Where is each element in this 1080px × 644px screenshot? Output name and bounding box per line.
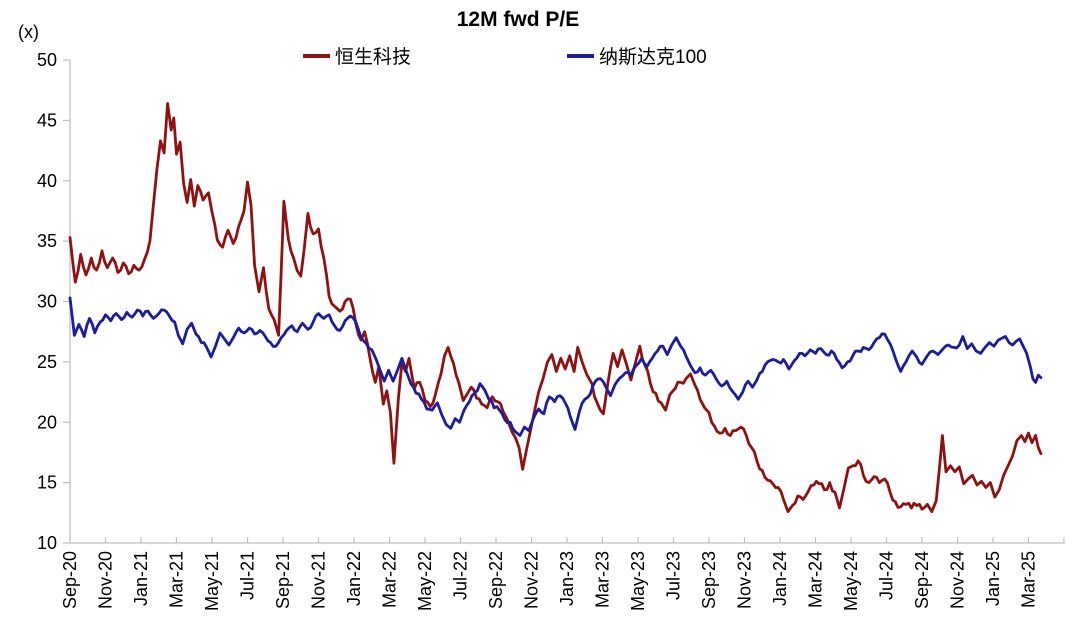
- legend-item-hstech: 恒生科技: [303, 42, 411, 69]
- y-tick-label: 40: [37, 171, 57, 191]
- chart-title: 12M fwd P/E: [456, 8, 580, 31]
- y-tick-label: 45: [37, 110, 57, 130]
- x-tick-label: Mar-21: [167, 551, 187, 608]
- y-tick-label: 35: [37, 231, 57, 251]
- legend-swatch-nasdaq100: [567, 53, 594, 58]
- x-tick-label: Jul-22: [451, 551, 471, 600]
- x-tick-label: Jan-25: [983, 551, 1003, 606]
- x-tick-label: Sep-24: [912, 551, 932, 609]
- x-tick-label: Nov-20: [96, 551, 116, 609]
- x-tick-label: Mar-24: [806, 551, 826, 608]
- x-tick-label: Sep-22: [486, 551, 506, 609]
- x-tick-label: Jul-21: [238, 551, 258, 600]
- x-tick-label: May-21: [202, 551, 222, 611]
- x-tick-label: Mar-22: [380, 551, 400, 608]
- x-tick-label: Sep-21: [273, 551, 293, 609]
- series-line-nasdaq100: [68, 296, 1043, 437]
- series-line-hstech: [68, 102, 1043, 513]
- y-tick-label: 10: [37, 533, 57, 553]
- y-tick-label: 25: [37, 352, 57, 372]
- x-tick-label: Mar-23: [593, 551, 613, 608]
- legend-swatch-hstech: [303, 53, 330, 58]
- y-tick-label: 15: [37, 473, 57, 493]
- x-tick-label: Mar-25: [1019, 551, 1039, 608]
- x-tick-label: Jan-23: [557, 551, 577, 606]
- x-tick-label: May-23: [628, 551, 648, 611]
- legend-item-nasdaq100: 纳斯达克100: [567, 42, 707, 69]
- x-tick-label: Nov-22: [522, 551, 542, 609]
- x-tick-label: Jan-22: [344, 551, 364, 606]
- x-tick-label: Jan-24: [770, 551, 790, 606]
- x-tick-label: Nov-24: [948, 551, 968, 609]
- y-axis-unit-label: (x): [18, 22, 39, 42]
- x-tick-label: Sep-20: [60, 551, 80, 609]
- x-tick-label: Nov-21: [309, 551, 329, 609]
- legend-label-nasdaq100: 纳斯达克100: [599, 47, 707, 68]
- x-tick-label: May-22: [415, 551, 435, 611]
- x-tick-label: Nov-23: [735, 551, 755, 609]
- y-tick-label: 20: [37, 412, 57, 432]
- legend-label-hstech: 恒生科技: [335, 47, 412, 68]
- x-tick-label: Jul-24: [877, 551, 897, 600]
- x-tick-label: Jan-21: [131, 551, 151, 606]
- y-tick-label: 30: [37, 292, 57, 312]
- x-tick-label: Jul-23: [664, 551, 684, 600]
- y-tick-label: 50: [37, 50, 57, 70]
- x-tick-label: May-24: [841, 551, 861, 611]
- x-tick-label: Sep-23: [699, 551, 719, 609]
